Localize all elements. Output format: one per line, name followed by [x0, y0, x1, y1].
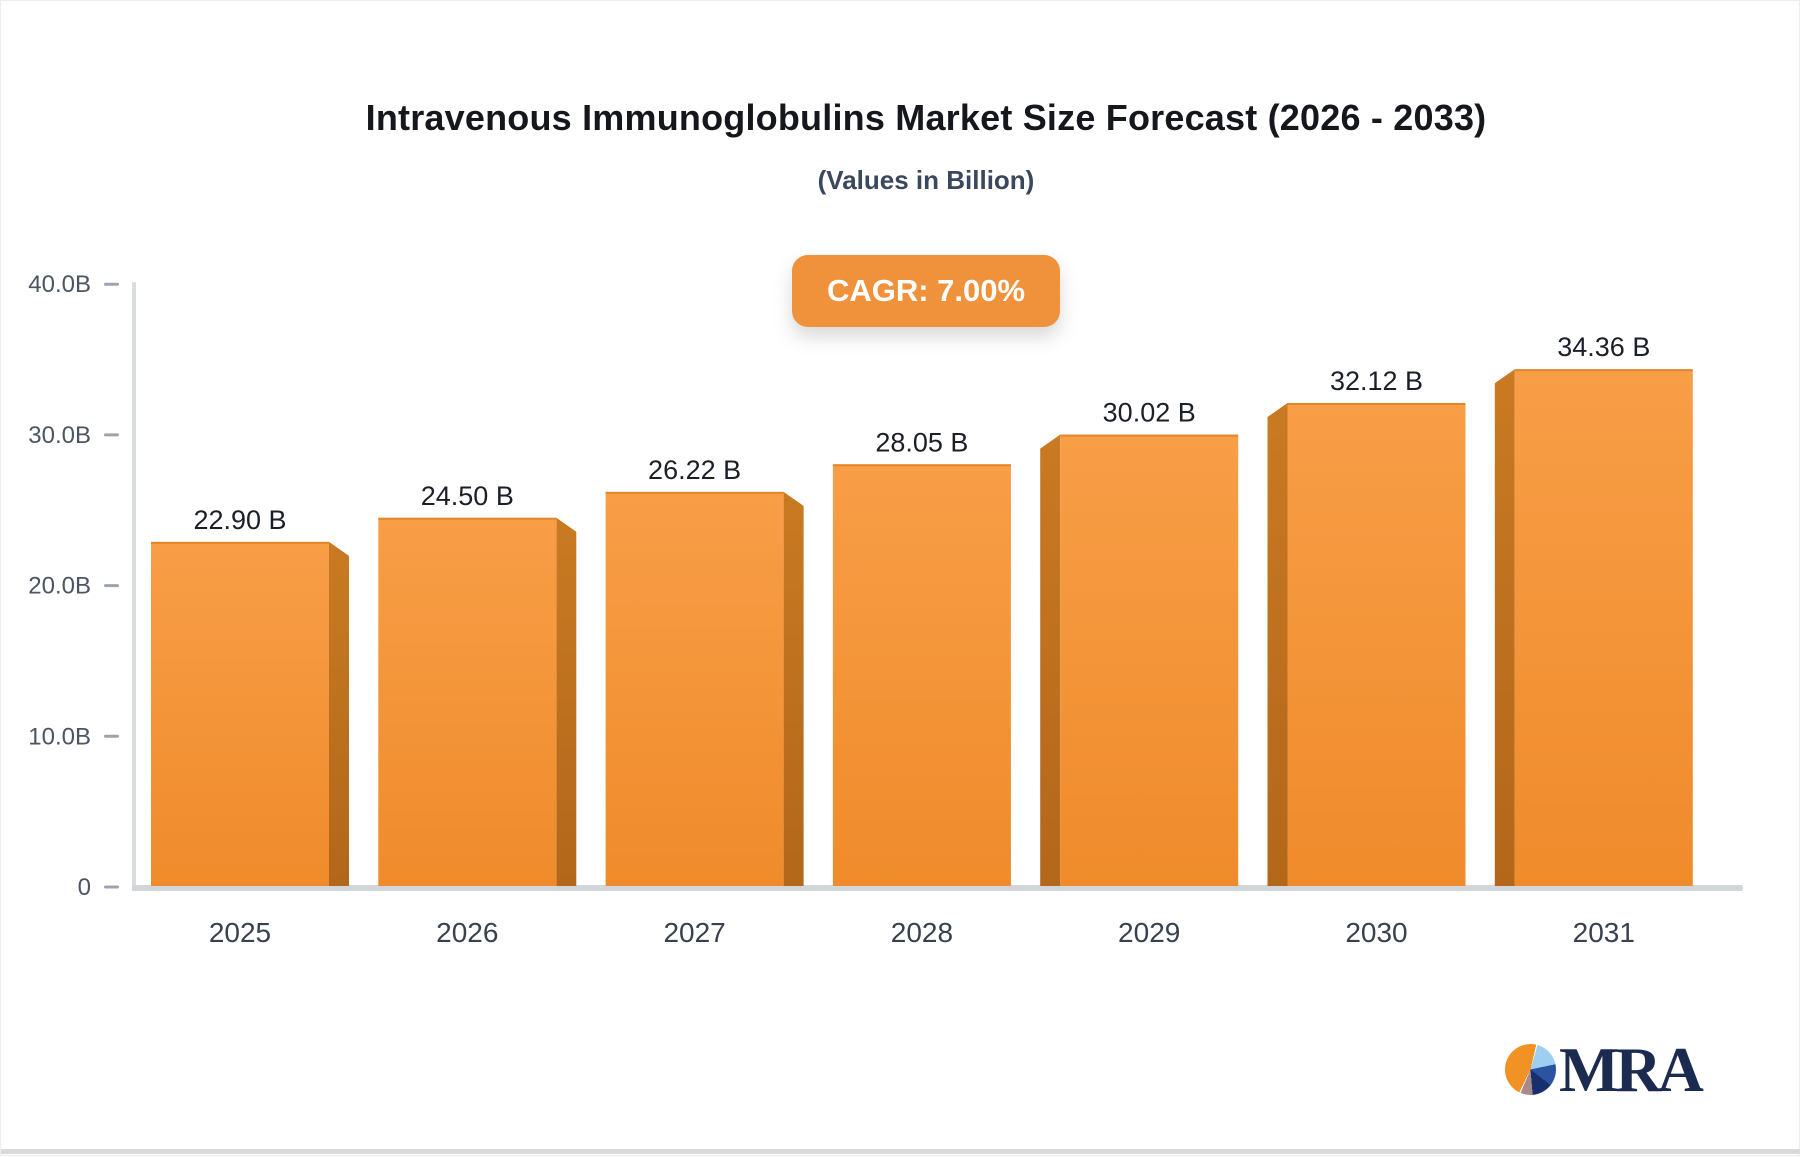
bar-group-2030: 32.12 B 2030: [1267, 366, 1466, 948]
bar-value-label: 32.12 B: [1330, 366, 1423, 396]
bar-side-face: [1267, 402, 1288, 886]
bar-side-face: [329, 541, 349, 886]
cagr-badge-label: CAGR: 7.00%: [826, 273, 1026, 308]
page-bottom-edge: [1, 1149, 1800, 1154]
y-tick-label: 10.0B: [28, 723, 91, 750]
y-tick-dash: [104, 885, 119, 889]
y-tick-label: 20.0B: [28, 573, 91, 600]
bar-side-face: [783, 491, 804, 886]
y-tick-dash: [104, 734, 119, 738]
bar-2029[interactable]: [1060, 434, 1239, 886]
bar-side-face: [556, 517, 577, 886]
bar-2025[interactable]: [151, 541, 329, 886]
bar-value-label: 24.50 B: [421, 481, 514, 511]
bar-group-2025: 22.90 B 2025: [151, 505, 349, 948]
x-tick-label: 2025: [209, 917, 271, 948]
y-tick-dash: [104, 282, 119, 286]
mra-logo-pie-icon: [1505, 1043, 1556, 1095]
bar-2030[interactable]: [1287, 402, 1466, 886]
chart-title: Intravenous Immunoglobulins Market Size …: [365, 97, 1487, 138]
x-tick-label: 2026: [436, 917, 498, 948]
bar-side-face: [1494, 369, 1515, 886]
y-tick-dash: [104, 584, 119, 588]
chart-subtitle: (Values in Billion): [817, 165, 1035, 195]
bar-group-2028: 28.05 B 2028: [832, 427, 1011, 948]
bar-value-label: 30.02 B: [1103, 398, 1196, 428]
bar-side-face: [1040, 434, 1061, 886]
mra-logo: MRA: [1505, 1033, 1704, 1105]
x-tick-label: 2029: [1118, 917, 1180, 948]
bar-value-label: 28.05 B: [875, 427, 968, 457]
bar-value-label: 34.36 B: [1557, 332, 1650, 362]
bar-2028[interactable]: [832, 464, 1011, 886]
x-axis-baseline: [132, 885, 1743, 891]
bar-value-label: 22.90 B: [193, 505, 286, 535]
cagr-badge: CAGR: 7.00%: [792, 255, 1060, 327]
x-tick-label: 2031: [1573, 917, 1635, 948]
x-tick-label: 2030: [1345, 917, 1407, 948]
mra-logo-text: MRA: [1559, 1033, 1704, 1105]
bar-group-2026: 24.50 B 2026: [378, 481, 577, 948]
y-tick-dash: [104, 433, 119, 437]
y-axis-line: [132, 282, 136, 891]
bar-group-2029: 30.02 B 2029: [1040, 398, 1239, 948]
x-tick-label: 2028: [891, 917, 953, 948]
y-tick-label: 40.0B: [28, 271, 91, 298]
bar-2026[interactable]: [378, 517, 557, 886]
x-tick-label: 2027: [663, 917, 725, 948]
bar-value-label: 26.22 B: [648, 455, 741, 485]
y-tick-label: 30.0B: [28, 422, 91, 449]
y-tick-label: 0: [78, 874, 91, 901]
bar-group-2027: 26.22 B 2027: [605, 455, 804, 948]
bar-2031[interactable]: [1514, 369, 1693, 886]
bar-2027[interactable]: [605, 491, 784, 886]
bar-group-2031: 34.36 B 2031: [1494, 332, 1693, 948]
